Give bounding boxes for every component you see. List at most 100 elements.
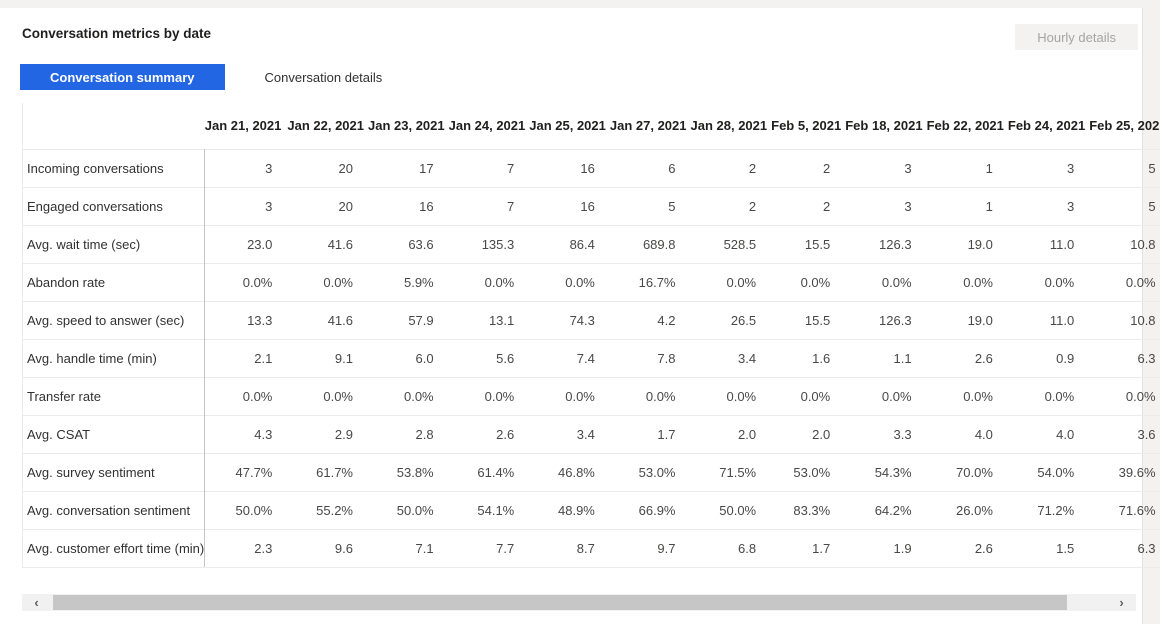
metric-value-cell: 2.6 [446,414,528,453]
metric-value-cell: 16.7% [607,262,689,301]
table-row: Avg. wait time (sec) 23.0 41.6 63.6 135.3 86.… [21,224,1160,263]
date-column-header: Jan 21, 2021 [204,118,282,134]
metric-value-cell: 0.0% [1005,262,1088,301]
metric-value-cell: 7 [446,148,528,187]
metric-value-cell: 6.0 [366,338,447,377]
table-row: Avg. CSAT 4.3 2.9 2.8 2.6 3.4 1.7 2.0 2.0 3.3 4.0 4… [21,414,1160,453]
metric-value-cell: 63.6 [366,224,447,263]
metric-row-label: Transfer rate [21,376,206,415]
metric-value-cell: 16 [527,186,608,225]
metric-value-cell: 8.7 [527,528,608,568]
metric-value-cell: 74.3 [527,300,608,339]
metric-value-cell: 3 [1005,186,1088,225]
metric-value-cell: 13.3 [204,300,286,339]
metric-value-cell: 6 [607,148,689,187]
metric-value-cell: 2.8 [366,414,447,453]
metric-value-cell: 0.0% [607,376,689,415]
metric-value-cell: 1 [924,148,1006,187]
metric-value-cell: 2 [688,186,770,225]
metric-value-cell: 0.0% [688,262,770,301]
metric-value-cell: 11.0 [1005,300,1088,339]
metric-value-cell: 46.8% [527,452,608,491]
metric-value-cell: 0.9 [1005,338,1088,377]
metric-value-cell: 57.9 [366,300,447,339]
conversation-metrics-card: Conversation metrics by date Hourly deta… [0,8,1160,624]
metric-value-cell: 2 [769,186,844,225]
metric-value-cell: 2.0 [688,414,770,453]
metric-value-cell: 20 [285,148,366,187]
metric-value-cell: 0.0% [285,376,366,415]
metric-value-cell: 2.9 [285,414,366,453]
metric-value-cell: 0.0% [204,376,286,415]
metric-value-cell: 1.9 [843,528,925,568]
metric-value-cell: 0.0% [1005,376,1088,415]
metric-value-cell: 26.5 [688,300,770,339]
table-row: Avg. customer effort time (min) 2.3 9.6 7.1… [21,528,1160,568]
metrics-table-container: Jan 21, 2021 Jan 22, 2021 Jan 23, 2021 Jan … [21,103,1160,568]
metric-value-cell: 7.1 [366,528,447,568]
metric-value-cell: 3.6 [1087,414,1160,453]
metric-value-cell: 16 [366,186,447,225]
table-row: Avg. speed to answer (sec) 13.3 41.6 57.9 13… [21,300,1160,339]
metric-value-cell: 15.5 [769,224,844,263]
metric-value-cell: 2 [688,148,770,187]
metric-value-cell: 0.0% [446,262,528,301]
table-row: Transfer rate 0.0% 0.0% 0.0% 0.0% 0.0% 0.0% 0.0… [21,376,1160,415]
horizontal-scrollbar[interactable]: ‹ › [22,594,1136,611]
date-column-header: Jan 23, 2021 [368,118,445,134]
scroll-left-button[interactable]: ‹ [22,594,51,611]
metric-value-cell: 3 [843,148,925,187]
metric-value-cell: 9.7 [607,528,689,568]
scrollbar-track[interactable] [51,594,1107,611]
metric-value-cell: 5 [1087,148,1160,187]
metric-value-cell: 50.0% [688,490,770,529]
metric-value-cell: 1.1 [843,338,925,377]
metric-value-cell: 2.3 [204,528,286,568]
table-row: Avg. handle time (min) 2.1 9.1 6.0 5.6 7.4 7.8… [21,338,1160,377]
metric-value-cell: 0.0% [924,262,1006,301]
metric-value-cell: 3 [1005,148,1088,187]
tab-conversation-summary[interactable]: Conversation summary [20,64,225,90]
metric-row-label: Avg. CSAT [21,414,206,453]
metric-value-cell: 50.0% [204,490,286,529]
hourly-details-button[interactable]: Hourly details [1015,24,1138,50]
metric-value-cell: 3 [843,186,925,225]
date-column-header: Feb 25, 2021 [1089,118,1160,134]
scrollbar-thumb[interactable] [53,595,1067,610]
metric-row-label: Avg. customer effort time (min) [21,528,206,568]
metric-value-cell: 5 [607,186,689,225]
date-column-header: Jan 27, 2021 [609,118,687,134]
metric-value-cell: 126.3 [843,300,925,339]
metric-value-cell: 3 [204,148,286,187]
metrics-table: Jan 21, 2021 Jan 22, 2021 Jan 23, 2021 Jan … [21,103,1160,568]
metric-value-cell: 6.3 [1087,338,1160,377]
metric-value-cell: 3.4 [688,338,770,377]
metric-value-cell: 126.3 [843,224,925,263]
metric-value-cell: 1.7 [769,528,844,568]
tab-bar: Conversation summary Conversation details [20,64,1142,90]
metric-value-cell: 0.0% [527,262,608,301]
tab-conversation-details[interactable]: Conversation details [225,64,423,90]
metric-value-cell: 0.0% [924,376,1006,415]
table-row: Incoming conversations 3 20 17 7 16 6 2 2 3 1 3 5 [21,148,1160,187]
metric-value-cell: 7.8 [607,338,689,377]
metric-value-cell: 2.1 [204,338,286,377]
metric-value-cell: 2 [769,148,844,187]
metric-row-label: Avg. handle time (min) [21,338,206,377]
metric-value-cell: 0.0% [285,262,366,301]
metric-value-cell: 53.0% [607,452,689,491]
date-column-header: Feb 24, 2021 [1007,118,1086,134]
date-column-header: Feb 18, 2021 [845,118,923,134]
metric-value-cell: 55.2% [285,490,366,529]
metric-value-cell: 689.8 [607,224,689,263]
metric-value-cell: 2.0 [769,414,844,453]
metric-value-cell: 7.7 [446,528,528,568]
metric-value-cell: 0.0% [843,262,925,301]
metric-value-cell: 0.0% [366,376,447,415]
table-row: Engaged conversations 3 20 16 7 16 5 2 2 3 1 3 5 [21,186,1160,225]
metric-value-cell: 135.3 [446,224,528,263]
metric-value-cell: 26.0% [924,490,1006,529]
scroll-right-button[interactable]: › [1107,594,1136,611]
metric-value-cell: 50.0% [366,490,447,529]
date-column-header: Jan 22, 2021 [287,118,364,134]
